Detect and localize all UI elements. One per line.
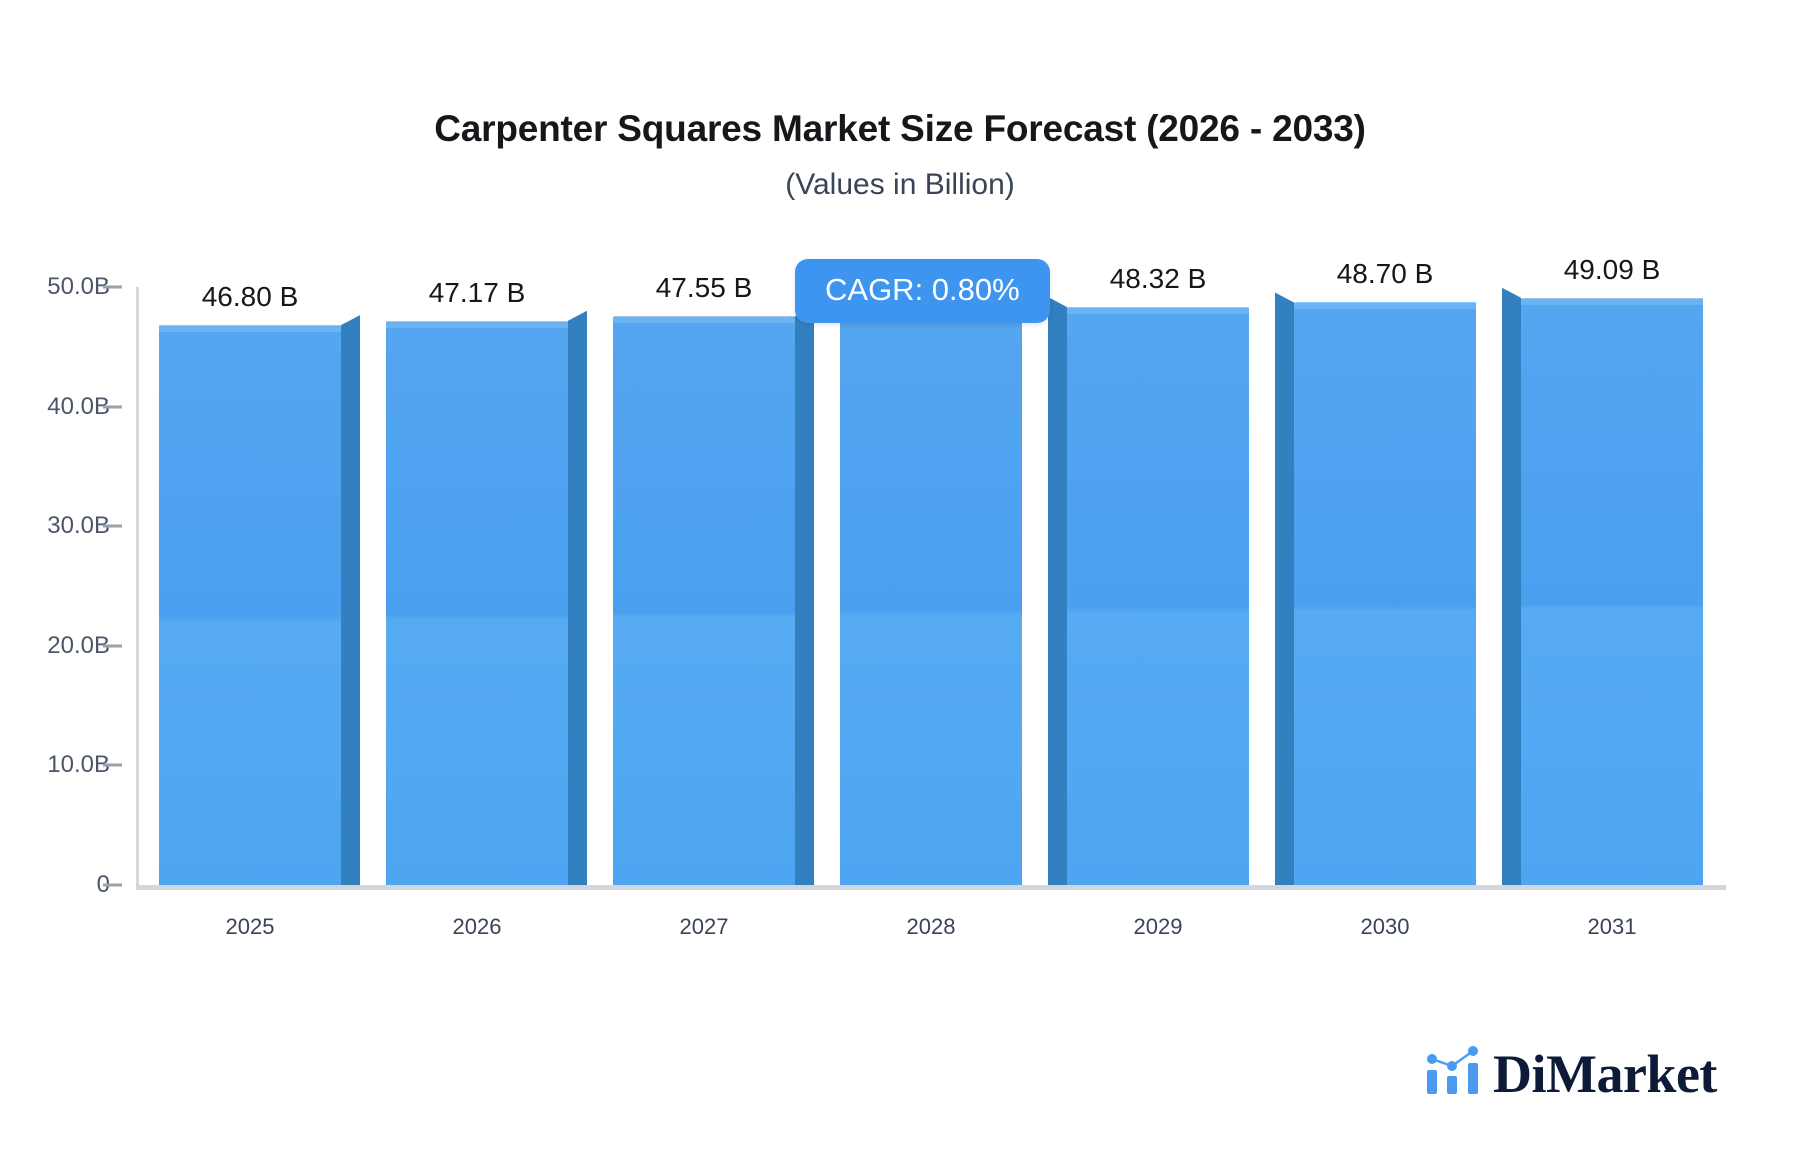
x-axis-tick-label: 2029 [1133,914,1183,939]
bar-top-face [1521,297,1703,305]
bar-front-face [613,316,795,885]
bar-front-face [1294,302,1476,885]
bar-2031 [1502,287,1703,885]
x-axis-tick-label: 2025 [225,914,275,939]
bar-top-face [1067,306,1249,314]
y-axis-tick-label: 30.0B [47,512,110,540]
bar-value-label: 49.09 B [1563,253,1661,285]
bar-top-face [613,316,795,324]
bar-value-label: 47.55 B [655,272,753,304]
bar-2027 [613,306,814,885]
y-axis-tick-label: 10.0B [47,751,110,779]
logo-wordmark: DiMarket [1493,1044,1717,1104]
bar-value-label: 46.80 B [201,281,299,313]
bar-front-face [1521,297,1703,885]
bar-side-face [1048,296,1067,885]
bar-side-face [568,310,587,885]
y-axis-line [136,287,139,887]
chart-subtitle: (Values in Billion) [785,168,1015,201]
y-axis-tick-mark [103,524,122,528]
bar-side-face [1275,292,1294,885]
x-axis-tick-label: 2026 [452,914,502,939]
bar-value-label: 48.70 B [1336,258,1434,290]
x-axis-tick-label: 2027 [679,914,729,939]
chart-title: Carpenter Squares Market Size Forecast (… [434,108,1366,149]
bar-front-face [840,311,1022,885]
bar-front-face [1067,306,1249,885]
bar-value-label: 47.17 B [428,276,526,308]
bar-2025 [159,315,360,885]
y-axis-tick-mark [103,763,122,767]
y-axis-tick-label: 0 [0,871,110,899]
bar-2030 [1275,292,1476,885]
plot-area: 0 10.0B 20.0B 30.0B 40.0B 50.0B 46.80 B 47.17 … [0,253,1726,939]
bar-2028 [840,311,1022,885]
bar-front-face [159,325,341,885]
bar-2029 [1048,296,1249,885]
y-axis-tick-mark [103,405,122,408]
y-axis-tick-label: 40.0B [47,392,110,420]
bar-side-face [1502,287,1521,885]
bar-top-face [159,325,341,333]
bar-value-label: 48.32 B [1109,262,1207,294]
x-axis-line [136,885,1726,890]
cagr-badge: CAGR: 0.80% [795,259,1050,323]
bar-2026 [386,310,587,885]
x-axis-tick-label: 2031 [1587,914,1637,939]
dimarket-logo: DiMarket [1425,1044,1717,1101]
bar-front-face [386,320,568,885]
x-axis-tick-label: 2030 [1360,914,1410,939]
bar-chart-icon [1425,1044,1481,1101]
y-axis-tick-mark [103,644,122,648]
bar-top-face [386,320,568,328]
bar-side-face [341,315,360,885]
y-axis-tick-label: 20.0B [47,631,110,659]
bar-side-face [795,306,814,885]
x-axis-tick-label: 2028 [906,914,956,939]
bar-top-face [1294,302,1476,310]
y-axis-tick-mark [103,285,122,289]
y-axis-tick-label: 50.0B [47,272,110,300]
y-axis-tick-mark [103,883,122,887]
